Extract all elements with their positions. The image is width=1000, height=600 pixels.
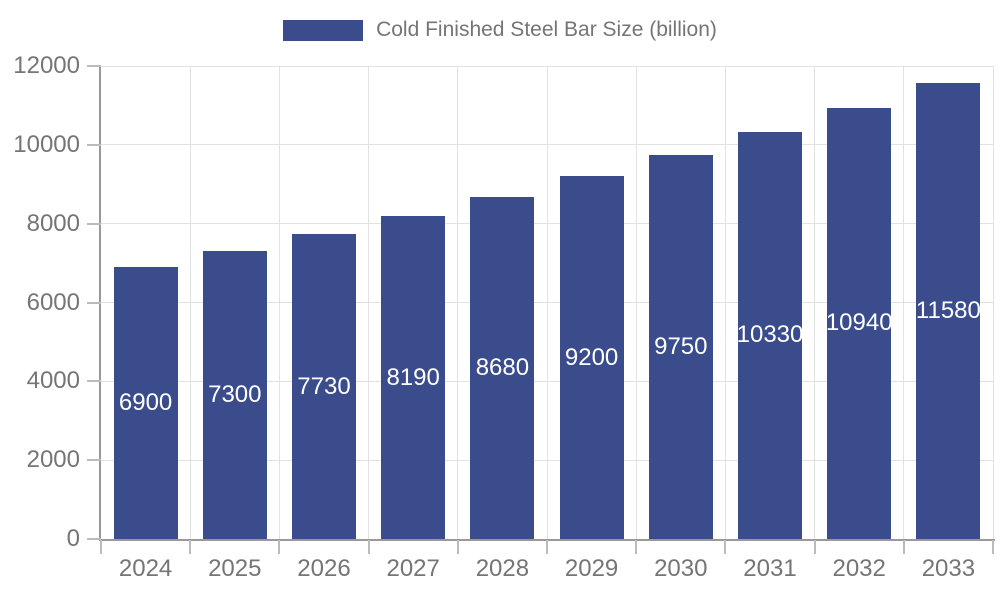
x-tick: [100, 540, 102, 554]
bar[interactable]: 7730: [292, 234, 356, 539]
bar-value-label: 8190: [386, 363, 440, 391]
bar[interactable]: 8680: [470, 196, 535, 539]
v-gridline: [368, 66, 370, 539]
v-gridline: [992, 66, 994, 539]
bar-value-label: 11580: [915, 296, 981, 324]
x-tick-label: 2031: [743, 555, 797, 582]
y-tick: [87, 538, 101, 540]
y-axis-line: [99, 66, 101, 541]
y-tick-label: 0: [66, 525, 80, 552]
v-gridline: [457, 66, 459, 539]
legend-label: Cold Finished Steel Bar Size (billion): [376, 18, 717, 41]
x-tick-label: 2029: [564, 555, 619, 582]
x-tick: [902, 540, 905, 554]
y-tick-label: 6000: [26, 288, 80, 316]
y-tick-label: 4000: [26, 367, 80, 395]
y-tick: [87, 143, 101, 146]
y-tick: [87, 301, 101, 304]
bar[interactable]: 6900: [113, 267, 178, 539]
bar-value-label: 10330: [736, 321, 804, 349]
x-tick: [635, 540, 638, 554]
v-gridline: [546, 66, 548, 539]
bar[interactable]: 10330: [736, 131, 804, 539]
bar[interactable]: 9200: [559, 176, 624, 539]
v-gridline: [189, 66, 191, 539]
y-tick-label: 10000: [13, 130, 80, 158]
bar-value-label: 7730: [297, 372, 351, 400]
bar-value-label: 6900: [118, 389, 173, 416]
bar[interactable]: 11580: [915, 82, 981, 539]
y-tick: [87, 65, 101, 67]
x-tick: [724, 540, 727, 554]
x-tick-label: 2033: [921, 555, 976, 582]
y-tick: [87, 380, 101, 383]
x-tick: [367, 540, 370, 554]
y-tick: [87, 222, 101, 225]
bar[interactable]: 7300: [202, 251, 267, 539]
x-tick-label: 2026: [297, 555, 351, 582]
v-gridline: [635, 66, 637, 539]
x-tick-label: 2027: [386, 555, 440, 582]
bar[interactable]: 8190: [381, 216, 446, 539]
x-tick: [546, 540, 548, 554]
v-gridline: [814, 66, 816, 539]
bar-value-label: 8680: [475, 353, 530, 381]
bar-value-label: 10940: [825, 309, 893, 337]
v-gridline: [278, 66, 280, 539]
x-tick-label: 2030: [654, 555, 708, 582]
v-gridline: [903, 66, 905, 539]
x-tick: [456, 540, 459, 554]
y-tick-label: 2000: [26, 446, 80, 474]
x-tick: [813, 540, 816, 554]
x-tick-label: 2024: [118, 555, 173, 582]
x-axis-line: [99, 538, 995, 541]
bar[interactable]: 9750: [648, 154, 713, 539]
x-tick-label: 2032: [832, 555, 886, 582]
y-tick: [87, 459, 101, 462]
x-tick: [278, 540, 281, 554]
x-tick: [992, 540, 994, 554]
legend-swatch: [283, 19, 364, 41]
x-tick-label: 2025: [208, 555, 262, 582]
bar-value-label: 9750: [654, 332, 708, 360]
bar-value-label: 9200: [564, 343, 619, 371]
legend[interactable]: Cold Finished Steel Bar Size (billion): [0, 18, 1000, 42]
y-tick-label: 12000: [13, 52, 80, 79]
y-tick-label: 8000: [26, 209, 80, 237]
bar[interactable]: 10940: [825, 107, 893, 539]
v-gridline: [724, 66, 726, 539]
x-tick: [189, 540, 192, 554]
x-tick-label: 2028: [475, 555, 530, 582]
bar-value-label: 7300: [208, 381, 262, 409]
